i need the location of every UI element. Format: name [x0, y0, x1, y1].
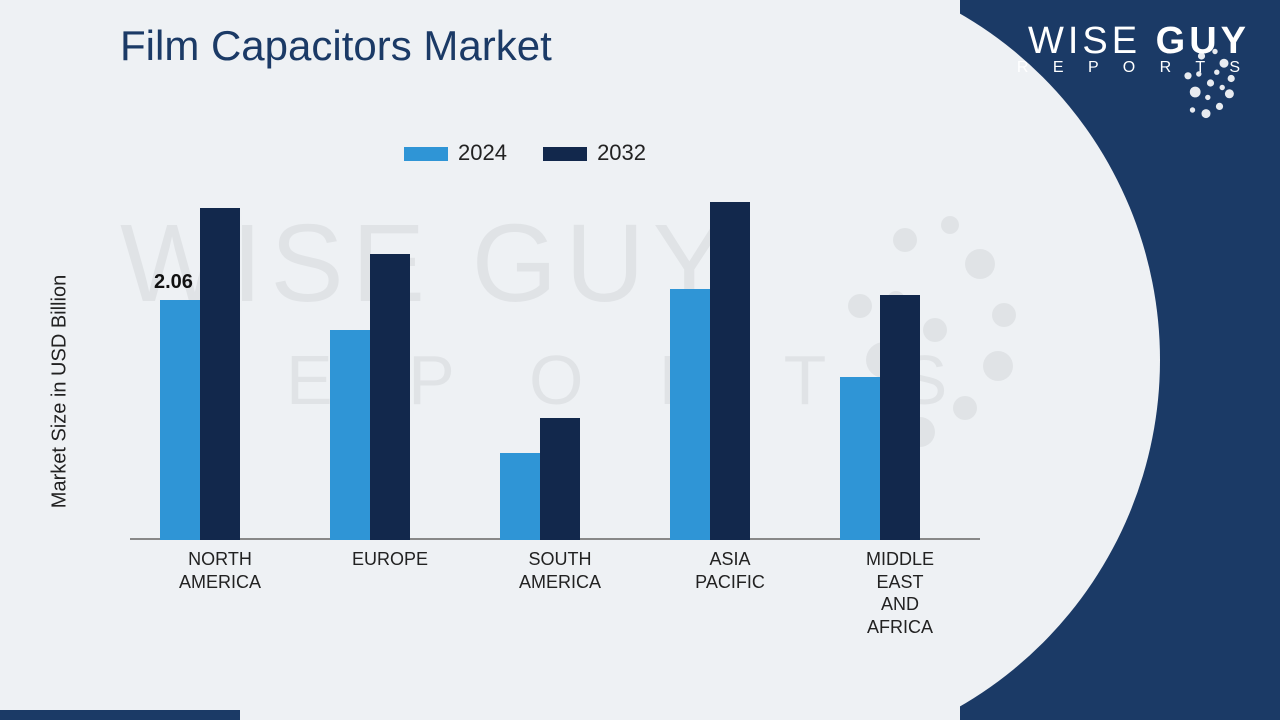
brand-logo: WISE GUY R E P O R T S — [1017, 20, 1250, 77]
bar-annotation: 2.06 — [154, 271, 193, 294]
logo-head-icon — [1152, 38, 1242, 128]
y-axis-label-wrap: Market Size in USD Billion — [40, 190, 80, 570]
legend-label-2032: 2032 — [597, 140, 646, 165]
bar-2032 — [200, 208, 240, 541]
logo-word1: WISE — [1028, 20, 1141, 62]
plot-area: 2.06NORTHAMERICAEUROPESOUTHAMERICAASIAPA… — [130, 190, 980, 540]
x-axis-label: MIDDLEEASTANDAFRICA — [820, 540, 980, 638]
x-axis-label: EUROPE — [310, 540, 470, 571]
bar-2032 — [370, 254, 410, 540]
chart-title: Film Capacitors Market — [120, 22, 552, 70]
bar-2024 — [160, 300, 200, 540]
chart: Market Size in USD Billion 2024 2032 2.0… — [40, 150, 980, 690]
x-axis-label: NORTHAMERICA — [140, 540, 300, 593]
decor-bottom-bar — [0, 710, 240, 720]
legend-swatch-2032 — [543, 147, 587, 161]
bar-2024 — [330, 330, 370, 540]
legend-label-2024: 2024 — [458, 140, 507, 165]
legend: 2024 2032 — [40, 140, 980, 166]
y-axis-label: Market Size in USD Billion — [49, 242, 72, 542]
legend-swatch-2024 — [404, 147, 448, 161]
bar-2024 — [670, 289, 710, 540]
bar-2024 — [500, 453, 540, 541]
bar-2032 — [710, 202, 750, 540]
bar-2032 — [880, 295, 920, 540]
x-axis-label: ASIAPACIFIC — [650, 540, 810, 593]
bar-2032 — [540, 418, 580, 541]
stage: WISE GUY R E P O R T S Film Capacitors M… — [0, 0, 1280, 720]
bar-2024 — [840, 377, 880, 540]
x-axis-label: SOUTHAMERICA — [480, 540, 640, 593]
